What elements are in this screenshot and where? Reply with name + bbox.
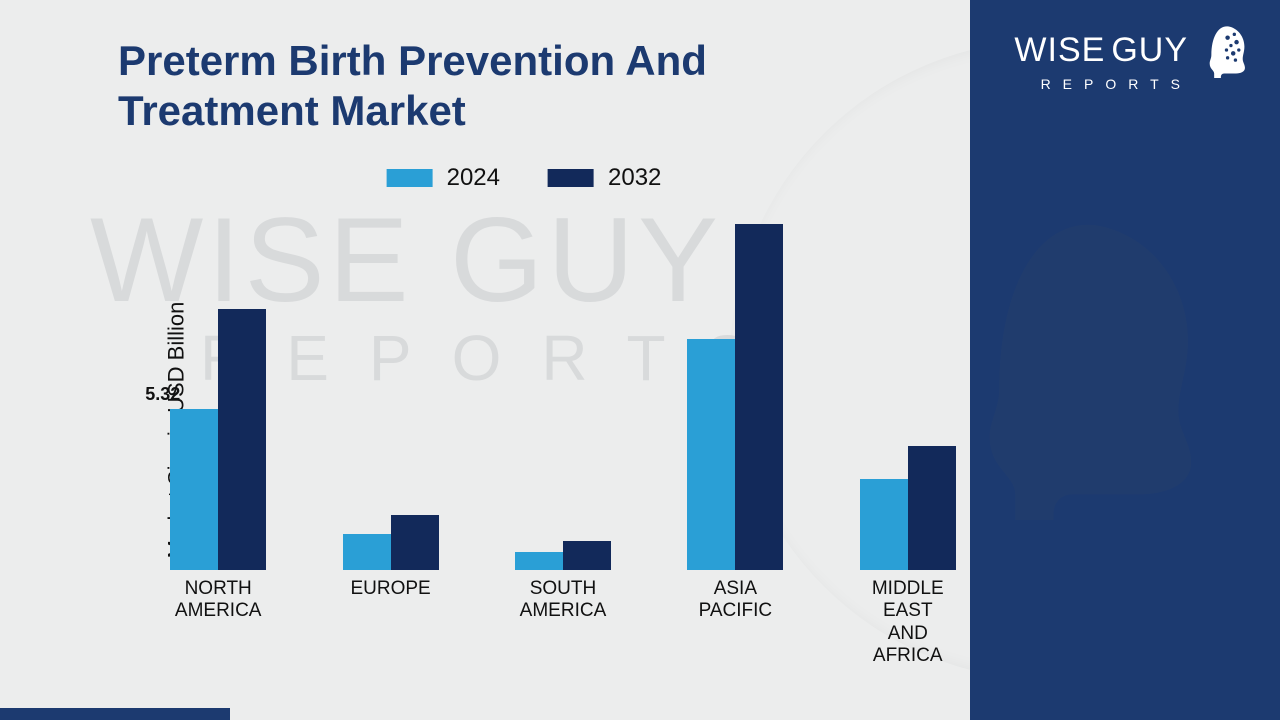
x-tick-label: ASIAPACIFIC xyxy=(660,570,810,700)
chart-area: Market Size in USD Billion 2024 2032 5.3… xyxy=(54,160,994,700)
bar xyxy=(908,446,956,570)
bar-value-label: 5.32 xyxy=(145,384,180,405)
brand-word-1: WISE xyxy=(1014,31,1105,70)
x-tick-label: EUROPE xyxy=(316,570,466,700)
bar-group xyxy=(660,224,810,570)
brain-head-icon xyxy=(1194,22,1250,78)
bar xyxy=(218,309,266,570)
legend-item-2032: 2032 xyxy=(548,164,661,192)
x-tick-label: SOUTHAMERICA xyxy=(488,570,638,700)
legend-swatch-2024 xyxy=(387,169,433,187)
x-axis: NORTHAMERICAEUROPESOUTHAMERICAASIAPACIFI… xyxy=(132,570,994,700)
legend-label-2032: 2032 xyxy=(608,164,661,192)
bar xyxy=(735,224,783,570)
bar xyxy=(860,479,908,570)
bar xyxy=(343,534,391,570)
bar-group: 5.32 xyxy=(143,309,293,570)
bar-group xyxy=(488,541,638,570)
legend: 2024 2032 xyxy=(387,164,662,192)
bar xyxy=(515,552,563,570)
brand-word-2: GUY xyxy=(1111,31,1188,70)
bar xyxy=(391,515,439,570)
bar xyxy=(563,541,611,570)
brand-subline: REPORTS xyxy=(1014,76,1192,92)
legend-item-2024: 2024 xyxy=(387,164,500,192)
plot-region: 5.32 xyxy=(132,206,994,570)
legend-swatch-2032 xyxy=(548,169,594,187)
x-tick-label: NORTHAMERICA xyxy=(143,570,293,700)
legend-label-2024: 2024 xyxy=(447,164,500,192)
chart-title: Preterm Birth Prevention And Treatment M… xyxy=(118,36,818,135)
right-brand-panel xyxy=(970,0,1280,720)
infographic-canvas: WISE GUY REPORTS Preterm Birth Preventio… xyxy=(0,0,1280,720)
bar-group xyxy=(833,446,983,570)
bar xyxy=(687,339,735,570)
bottom-accent-bar xyxy=(0,708,230,720)
brand-logo: WISE GUY REPORTS xyxy=(1014,22,1250,92)
x-tick-label: MIDDLEEASTANDAFRICA xyxy=(833,570,983,700)
bar-group xyxy=(316,515,466,570)
bar xyxy=(170,409,218,570)
